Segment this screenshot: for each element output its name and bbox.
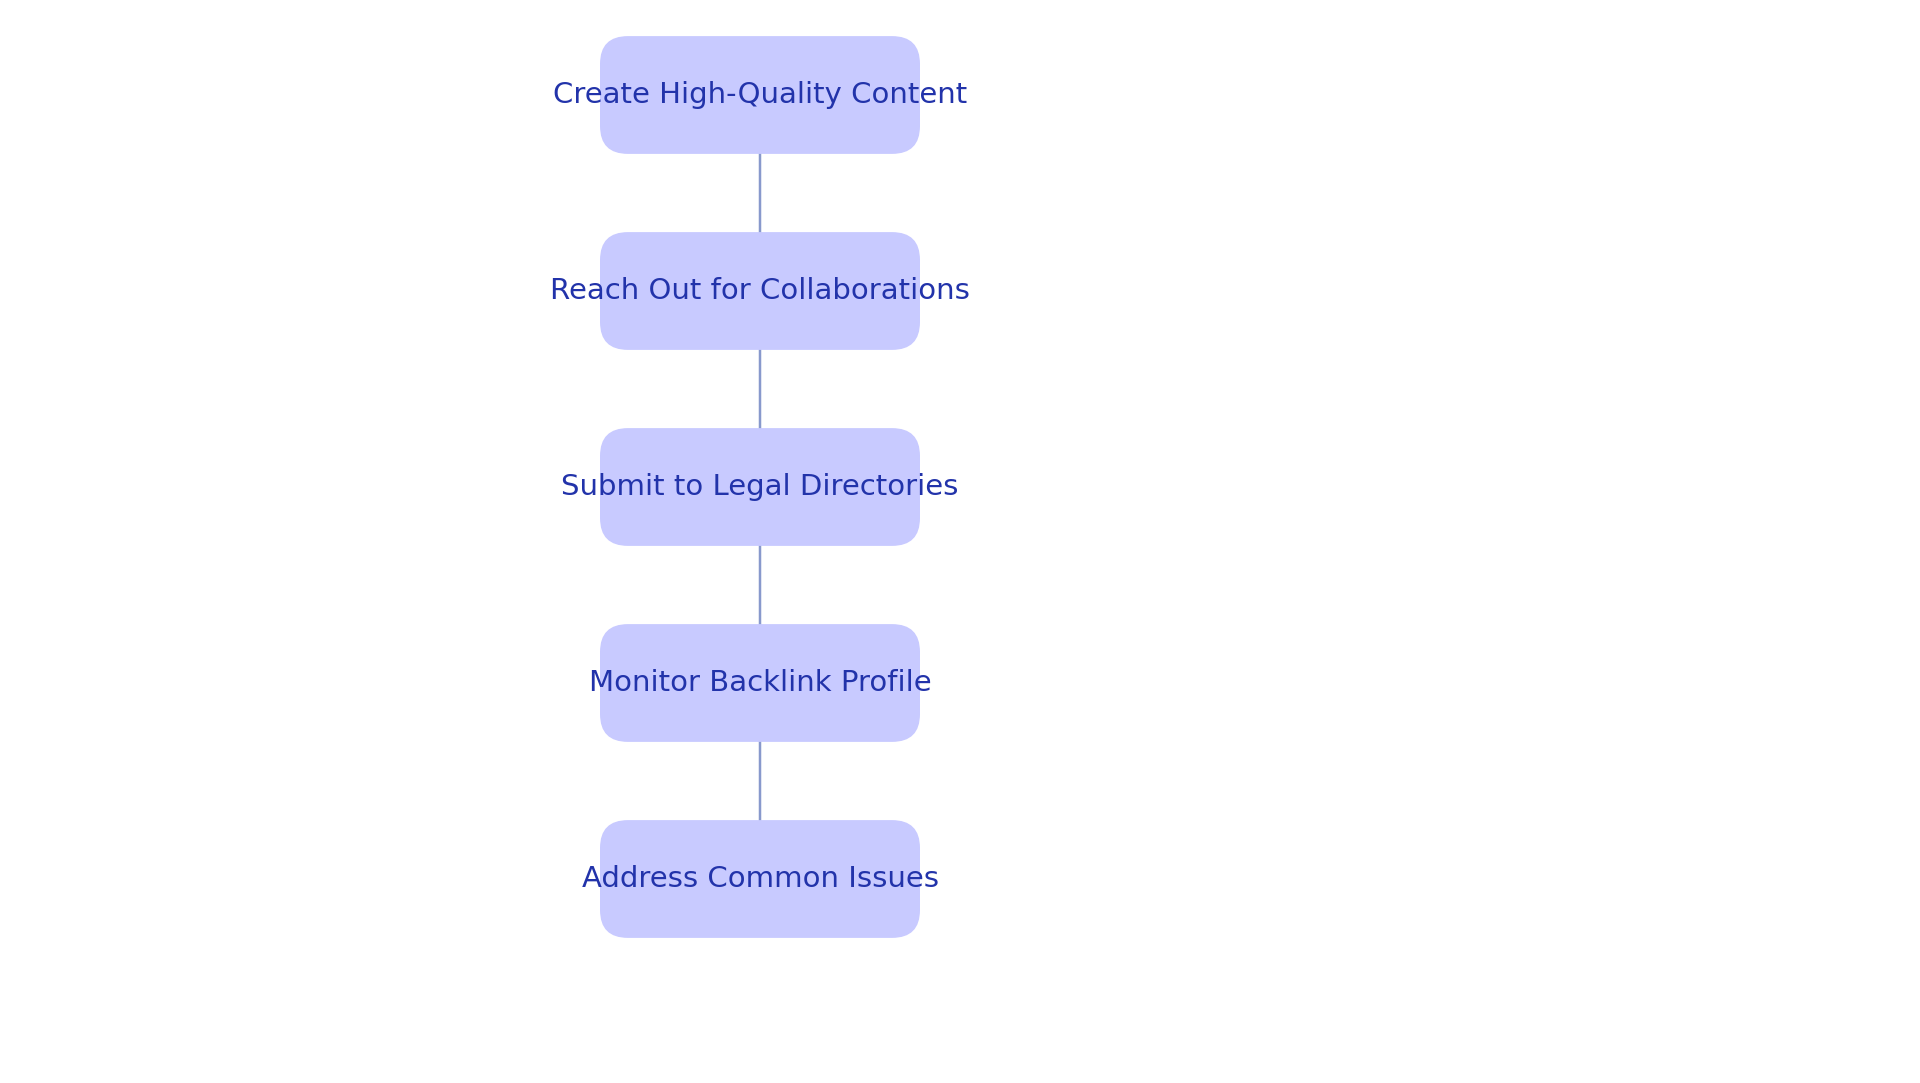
Text: Create High-Quality Content: Create High-Quality Content	[553, 81, 968, 109]
FancyBboxPatch shape	[599, 624, 920, 742]
Text: Address Common Issues: Address Common Issues	[582, 865, 939, 893]
FancyBboxPatch shape	[599, 820, 920, 938]
Text: Submit to Legal Directories: Submit to Legal Directories	[561, 473, 958, 501]
FancyBboxPatch shape	[599, 36, 920, 154]
FancyBboxPatch shape	[599, 428, 920, 546]
Text: Monitor Backlink Profile: Monitor Backlink Profile	[589, 669, 931, 697]
Text: Reach Out for Collaborations: Reach Out for Collaborations	[549, 277, 970, 305]
FancyBboxPatch shape	[599, 232, 920, 350]
